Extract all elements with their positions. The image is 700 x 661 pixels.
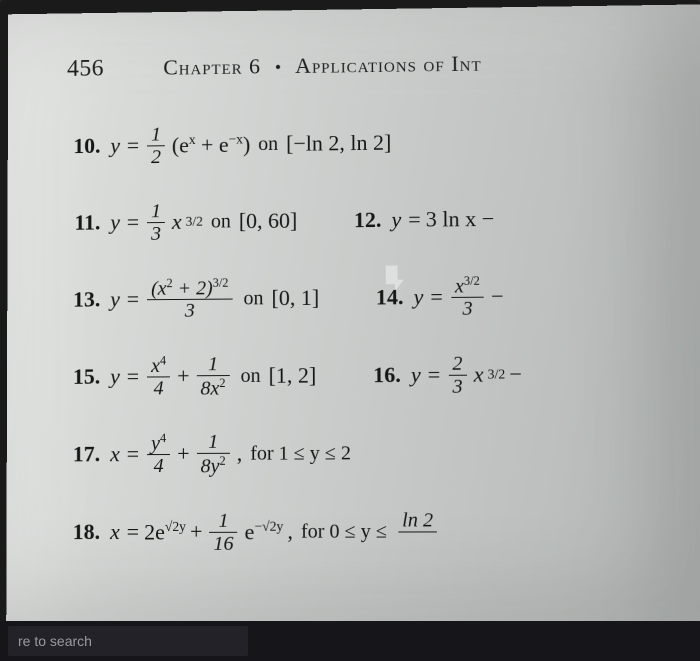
screen-frame: 456 Chapter 6 • Applications of Int 10. … [0,0,700,661]
problem-row: 15. y = x4 4 + 1 8x2 [66,346,700,404]
fraction: 1 16 [209,509,237,554]
problem-16: 16. y = 2 3 x3/2 − [366,352,522,398]
problem-11: 11. y = 1 3 x3/2 on [0, 60] [67,199,298,246]
problem-row: 10. y = 1 2 (ex + e−x) on [−ln 2, ln 2] [67,112,700,172]
problem-18: 18. x = 2e√2y + 1 16 e−√2y [66,509,440,555]
fraction: x4 4 [147,353,170,399]
chapter-label: Chapter 6 [163,54,261,80]
fraction: ln 2 [398,509,437,554]
domain: [1, 2] [269,363,317,389]
taskbar-search[interactable]: re to search [8,626,248,656]
problem-number: 17. [66,441,100,467]
fraction: 1 8x2 [196,353,229,400]
fraction: 1 3 [147,200,165,245]
problem-number: 16. [367,362,401,388]
page-number: 456 [67,56,104,83]
fraction: 2 3 [448,352,467,397]
condition: for 1 ≤ y ≤ 2 [250,442,351,465]
domain: [−ln 2, ln 2] [286,130,391,157]
problem-number: 12. [347,207,381,233]
problem-number: 11. [67,210,101,236]
lhs: y = [110,133,140,159]
problem-row: 17. x = y4 4 + 1 8y2 [66,425,700,482]
taskbar[interactable]: re to search [0,621,700,661]
problem-15: 15. y = x4 4 + 1 8x2 [66,352,316,400]
fraction: y4 4 [147,431,170,478]
problem-number: 14. [369,284,403,310]
textbook-page: 456 Chapter 6 • Applications of Int 10. … [6,4,700,621]
problem-row: 11. y = 1 3 x3/2 on [0, 60] 12. [67,190,700,249]
problem-number: 15. [66,364,100,390]
condition: for 0 ≤ y ≤ [301,520,387,543]
fraction: 1 2 [147,123,165,167]
problem-17: 17. x = y4 4 + 1 8y2 [66,430,355,478]
problem-list: 10. y = 1 2 (ex + e−x) on [−ln 2, ln 2] [66,112,700,559]
problem-number: 13. [67,287,101,313]
search-placeholder: re to search [18,633,92,649]
chapter-title: Applications of Int [295,51,482,78]
fraction: x3/2 3 [451,273,484,320]
problem-row: 18. x = 2e√2y + 1 16 e−√2y [66,504,700,560]
problem-number: 10. [67,133,101,159]
page-header: 456 Chapter 6 • Applications of Int [67,48,700,83]
problem-12: 12. y = 3 ln x − [347,206,494,233]
fraction: (x2 + 2)3/2 3 [147,275,232,322]
problem-number: 18. [66,519,100,545]
problem-14: 14. y = x3/2 3 − [369,273,504,320]
domain: [0, 60] [239,208,298,234]
header-dot: • [275,57,281,77]
domain: [0, 1] [271,285,319,311]
problem-row: 13. y = (x2 + 2)3/2 3 on [0, 1] [67,268,700,326]
fraction: 1 8y2 [197,431,230,478]
problem-10: 10. y = 1 2 (ex + e−x) on [−ln 2, ln 2] [67,121,392,169]
problem-13: 13. y = (x2 + 2)3/2 3 on [0, 1] [67,275,320,323]
